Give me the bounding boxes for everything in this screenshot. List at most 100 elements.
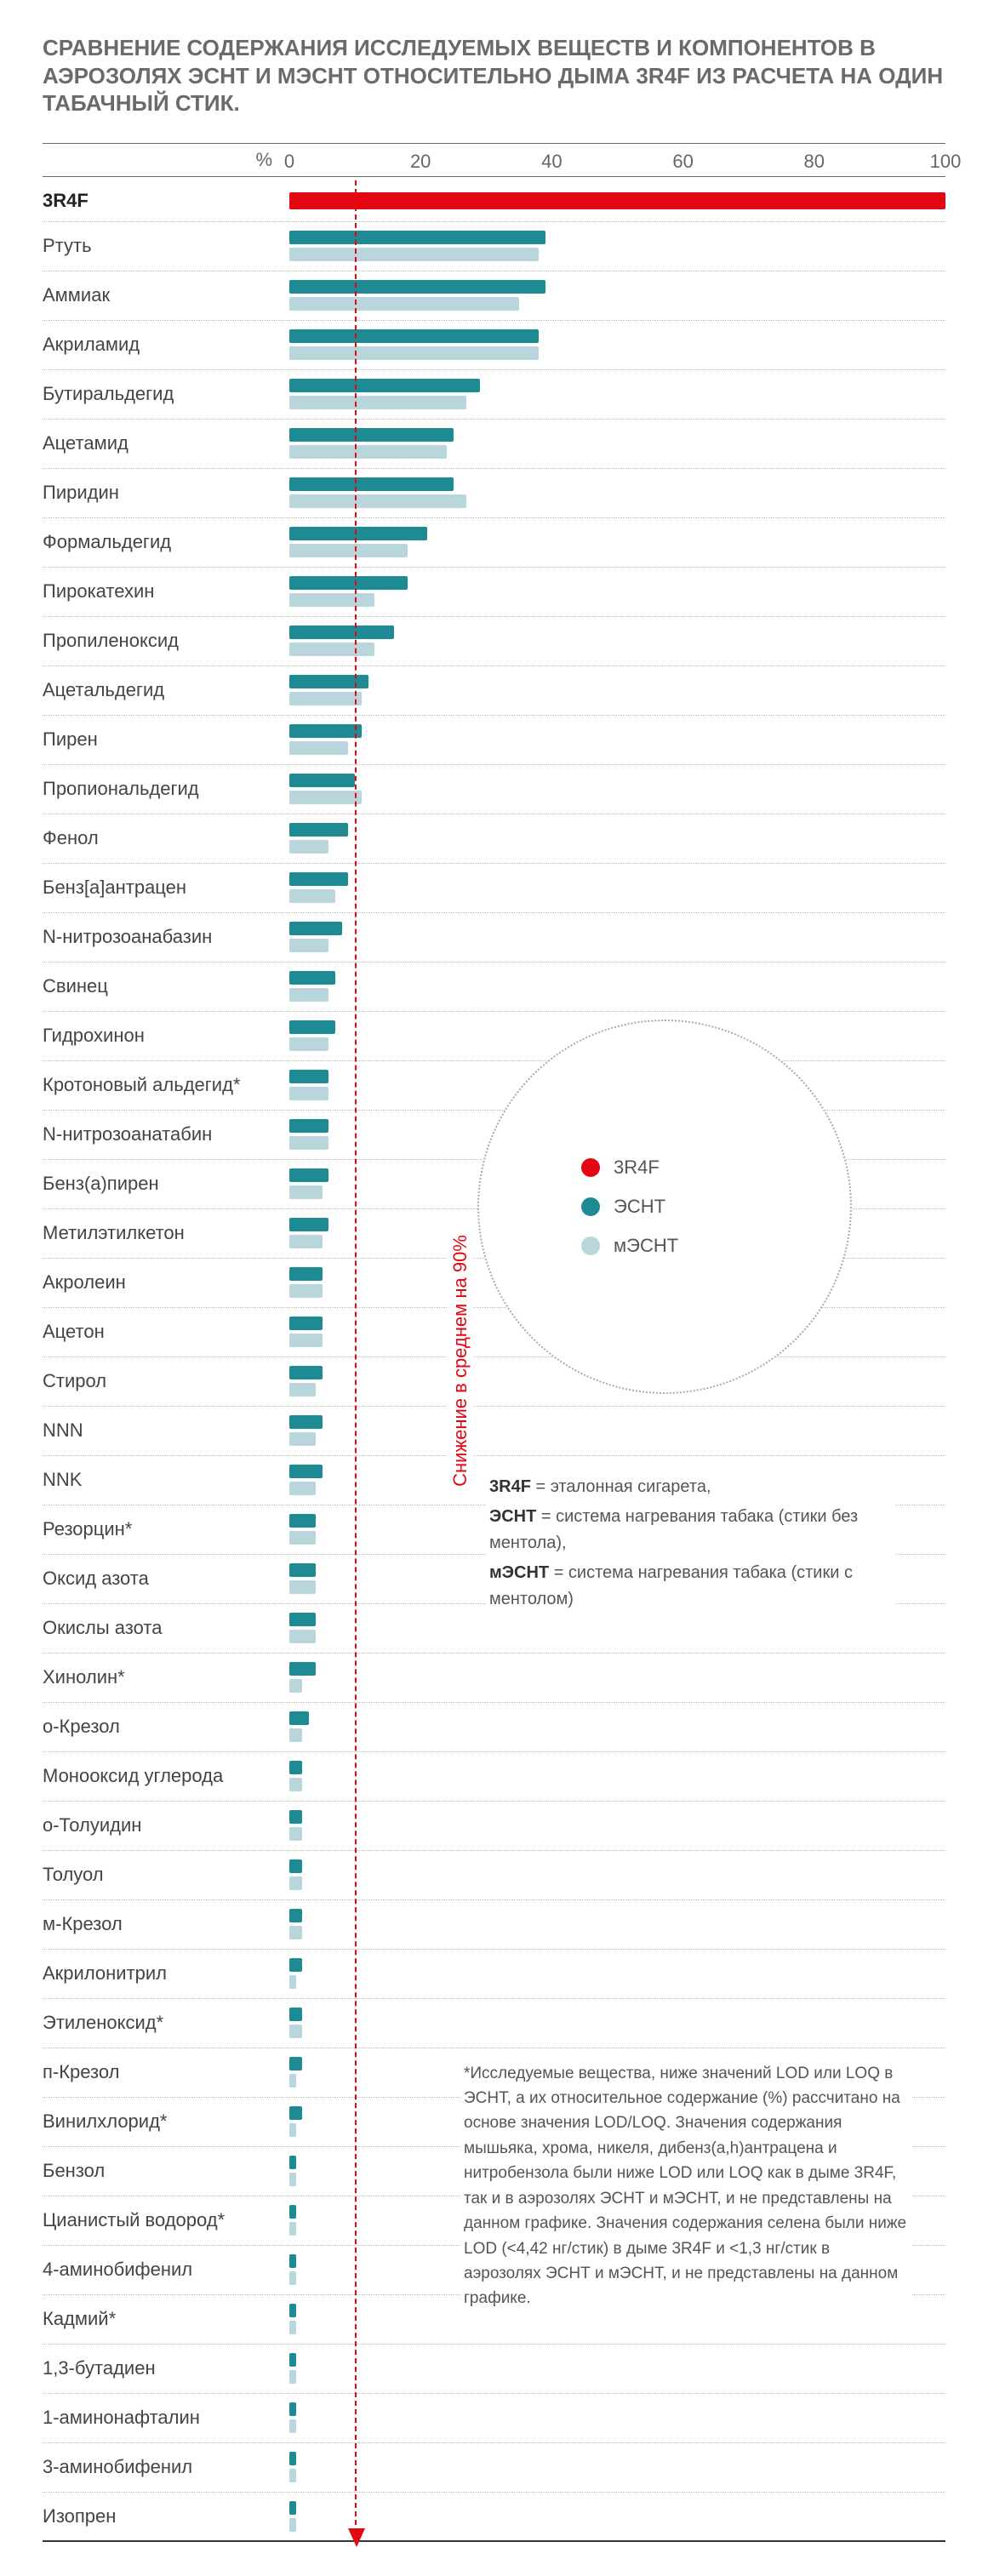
legend-def-term: 3R4F: [489, 1477, 535, 1496]
bar-esnt: [289, 1317, 323, 1330]
chart-row: Формальдегид: [43, 518, 945, 568]
bar-esnt: [289, 724, 362, 738]
row-label: Цианистый водород*: [43, 2196, 289, 2245]
row-bars: [289, 370, 945, 419]
bar-mesnt: [289, 988, 328, 1002]
bar-esnt: [289, 823, 348, 837]
row-label: Пропиленоксид: [43, 617, 289, 665]
bar-mesnt: [289, 396, 466, 409]
bar-esnt: [289, 1711, 309, 1725]
bar-esnt: [289, 1563, 316, 1577]
row-label: Пирен: [43, 716, 289, 764]
row-bars: [289, 913, 945, 962]
row-label: Акриламид: [43, 321, 289, 369]
bar-mesnt: [289, 2123, 296, 2137]
chart-row: 1-аминонафталин: [43, 2394, 945, 2443]
bar-mesnt: [289, 593, 374, 607]
bar-mesnt: [289, 1432, 316, 1446]
bar-esnt: [289, 1465, 323, 1478]
chart-row: Пропиональдегид: [43, 765, 945, 814]
legend-def-text: = эталонная сигарета,: [535, 1477, 711, 1496]
row-bars: [289, 1703, 945, 1751]
chart-row: м-Крезол: [43, 1900, 945, 1950]
bar-mesnt: [289, 840, 328, 854]
row-label: Резорцин*: [43, 1505, 289, 1554]
row-label: 1-аминонафталин: [43, 2394, 289, 2442]
bar-mesnt: [289, 2173, 296, 2186]
bar-mesnt: [289, 2074, 296, 2088]
row-bars: [289, 2345, 945, 2393]
chart-row: Толуол: [43, 1851, 945, 1900]
chart-row: Ацетамид: [43, 420, 945, 469]
row-label: Ртуть: [43, 222, 289, 271]
legend-definition: мЭСНТ = система нагревания табака (стики…: [489, 1560, 891, 1613]
bar-mesnt: [289, 2321, 296, 2334]
chart-row: Акрилонитрил: [43, 1950, 945, 1999]
bar-baseline: [289, 192, 945, 209]
chart-row: Ацетальдегид: [43, 666, 945, 716]
row-label: Бенз[а]антрацен: [43, 864, 289, 912]
row-label: Этиленоксид*: [43, 1999, 289, 2048]
bar-esnt: [289, 2254, 296, 2268]
row-label: Ацетон: [43, 1308, 289, 1357]
row-bars: [289, 1851, 945, 1899]
row-bars: [289, 1752, 945, 1801]
legend-swatch-icon: [581, 1158, 600, 1177]
chart-row: Фенол: [43, 814, 945, 864]
bar-mesnt: [289, 1334, 323, 1347]
bar-mesnt: [289, 1630, 316, 1643]
bar-esnt: [289, 2452, 296, 2465]
chart-row: Монооксид углерода: [43, 1752, 945, 1802]
bar-mesnt: [289, 2025, 302, 2038]
bar-mesnt: [289, 643, 374, 656]
chart-row: Пирокатехин: [43, 568, 945, 617]
row-label: Пиридин: [43, 469, 289, 517]
legend-def-text: = система нагревания табака (стики без м…: [489, 1507, 858, 1552]
legend-swatch-icon: [581, 1197, 600, 1216]
bar-mesnt: [289, 494, 466, 508]
bar-esnt: [289, 1662, 316, 1676]
bar-mesnt: [289, 1778, 302, 1791]
bar-mesnt: [289, 1679, 302, 1693]
bar-mesnt: [289, 741, 348, 755]
row-label: 3-аминобифенил: [43, 2443, 289, 2492]
bar-mesnt: [289, 2419, 296, 2433]
legend-item: ЭСНТ: [581, 1196, 850, 1218]
chart-container: % 020406080100 Снижение в среднем на 90%…: [43, 143, 945, 2542]
row-label: N-нитрозоанабазин: [43, 913, 289, 962]
axis-ticks: 020406080100: [289, 151, 945, 169]
bar-mesnt: [289, 1037, 328, 1051]
chart-row: Стирол: [43, 1357, 945, 1407]
bar-mesnt: [289, 1975, 296, 1989]
bar-esnt: [289, 774, 355, 787]
bar-mesnt: [289, 2469, 296, 2482]
legend-definition: ЭСНТ = система нагревания табака (стики …: [489, 1504, 891, 1556]
chart-row: Гидрохинон: [43, 1012, 945, 1061]
percent-symbol: %: [43, 149, 289, 171]
bar-esnt: [289, 1415, 323, 1429]
bar-esnt: [289, 1366, 323, 1379]
axis-tick: 20: [410, 151, 431, 173]
bar-esnt: [289, 1070, 328, 1083]
bar-mesnt: [289, 1482, 316, 1495]
legend-swatch-icon: [581, 1237, 600, 1255]
bar-esnt: [289, 1810, 302, 1824]
row-label: Монооксид углерода: [43, 1752, 289, 1801]
chart-row: Бутиральдегид: [43, 370, 945, 420]
bar-esnt: [289, 1119, 328, 1133]
row-label: Кадмий*: [43, 2295, 289, 2344]
bar-esnt: [289, 1859, 302, 1873]
row-label: Оксид азота: [43, 1555, 289, 1603]
row-label: Винилхлорид*: [43, 2098, 289, 2146]
row-label: Формальдегид: [43, 518, 289, 567]
bar-esnt: [289, 576, 408, 590]
row-bars: [289, 765, 945, 814]
row-bars: [289, 716, 945, 764]
bar-esnt: [289, 428, 454, 442]
bar-mesnt: [289, 791, 362, 804]
chart-row: Пропиленоксид: [43, 617, 945, 666]
row-bars: [289, 1999, 945, 2048]
reference-label: Снижение в среднем на 90%: [448, 1230, 473, 1492]
bar-mesnt: [289, 1728, 302, 1742]
row-label: Пропиональдегид: [43, 765, 289, 814]
